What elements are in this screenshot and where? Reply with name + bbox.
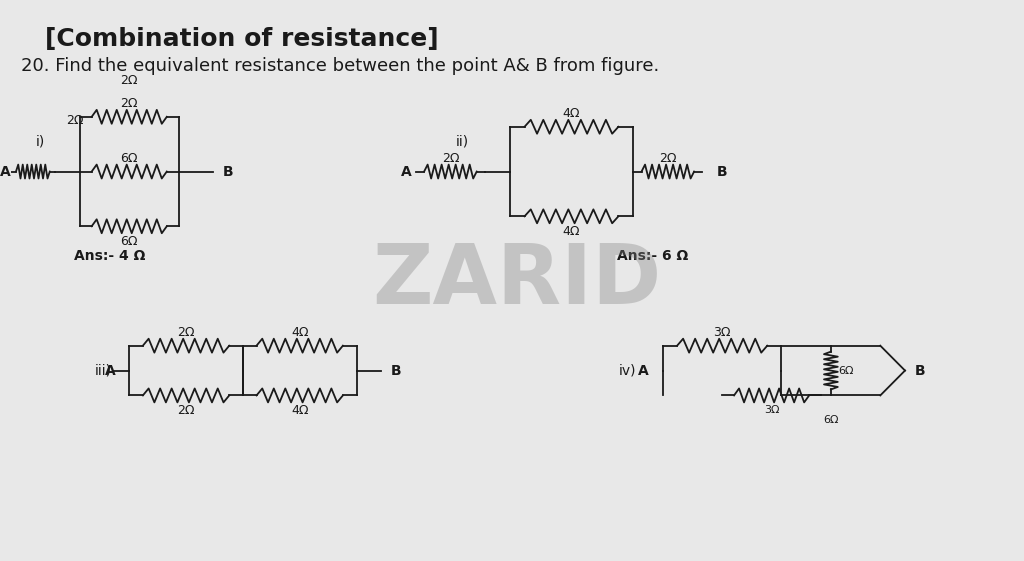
Text: i): i) [36, 135, 45, 149]
Text: ZARID: ZARID [372, 241, 662, 321]
Text: Ans:- 6 Ω: Ans:- 6 Ω [617, 249, 688, 263]
Text: 4Ω: 4Ω [563, 107, 581, 120]
Text: 3Ω: 3Ω [714, 327, 731, 339]
Text: 2Ω: 2Ω [177, 404, 195, 417]
Text: 20. Find the equivalent resistance between the point A& B from figure.: 20. Find the equivalent resistance betwe… [20, 57, 658, 75]
Text: 2Ω: 2Ω [177, 327, 195, 339]
Text: 4Ω: 4Ω [563, 225, 581, 238]
Text: B: B [914, 364, 926, 378]
Text: A: A [638, 364, 649, 378]
Text: 6Ω: 6Ω [838, 366, 853, 375]
Text: 2Ω: 2Ω [659, 152, 677, 165]
Text: 6Ω: 6Ω [121, 152, 138, 165]
Text: 2Ω: 2Ω [441, 152, 459, 165]
Text: B: B [391, 364, 401, 378]
Text: 2Ω: 2Ω [67, 114, 84, 127]
Text: A: A [400, 164, 412, 178]
Text: 3Ω: 3Ω [764, 406, 779, 415]
Text: [Combination of resistance]: [Combination of resistance] [45, 27, 439, 51]
Text: 4Ω: 4Ω [291, 327, 308, 339]
Text: iv): iv) [618, 364, 636, 378]
Text: B: B [223, 164, 233, 178]
Text: 2Ω: 2Ω [121, 74, 138, 87]
Text: 6Ω: 6Ω [823, 415, 839, 425]
Text: B: B [717, 164, 728, 178]
Text: 2Ω: 2Ω [121, 98, 138, 111]
Text: ii): ii) [456, 135, 468, 149]
Text: A: A [0, 164, 11, 178]
Text: A: A [104, 364, 116, 378]
Text: Ans:- 4 Ω: Ans:- 4 Ω [74, 249, 145, 263]
Text: 4Ω: 4Ω [291, 404, 308, 417]
Text: 6Ω: 6Ω [121, 234, 138, 248]
Text: iii): iii) [94, 364, 112, 378]
